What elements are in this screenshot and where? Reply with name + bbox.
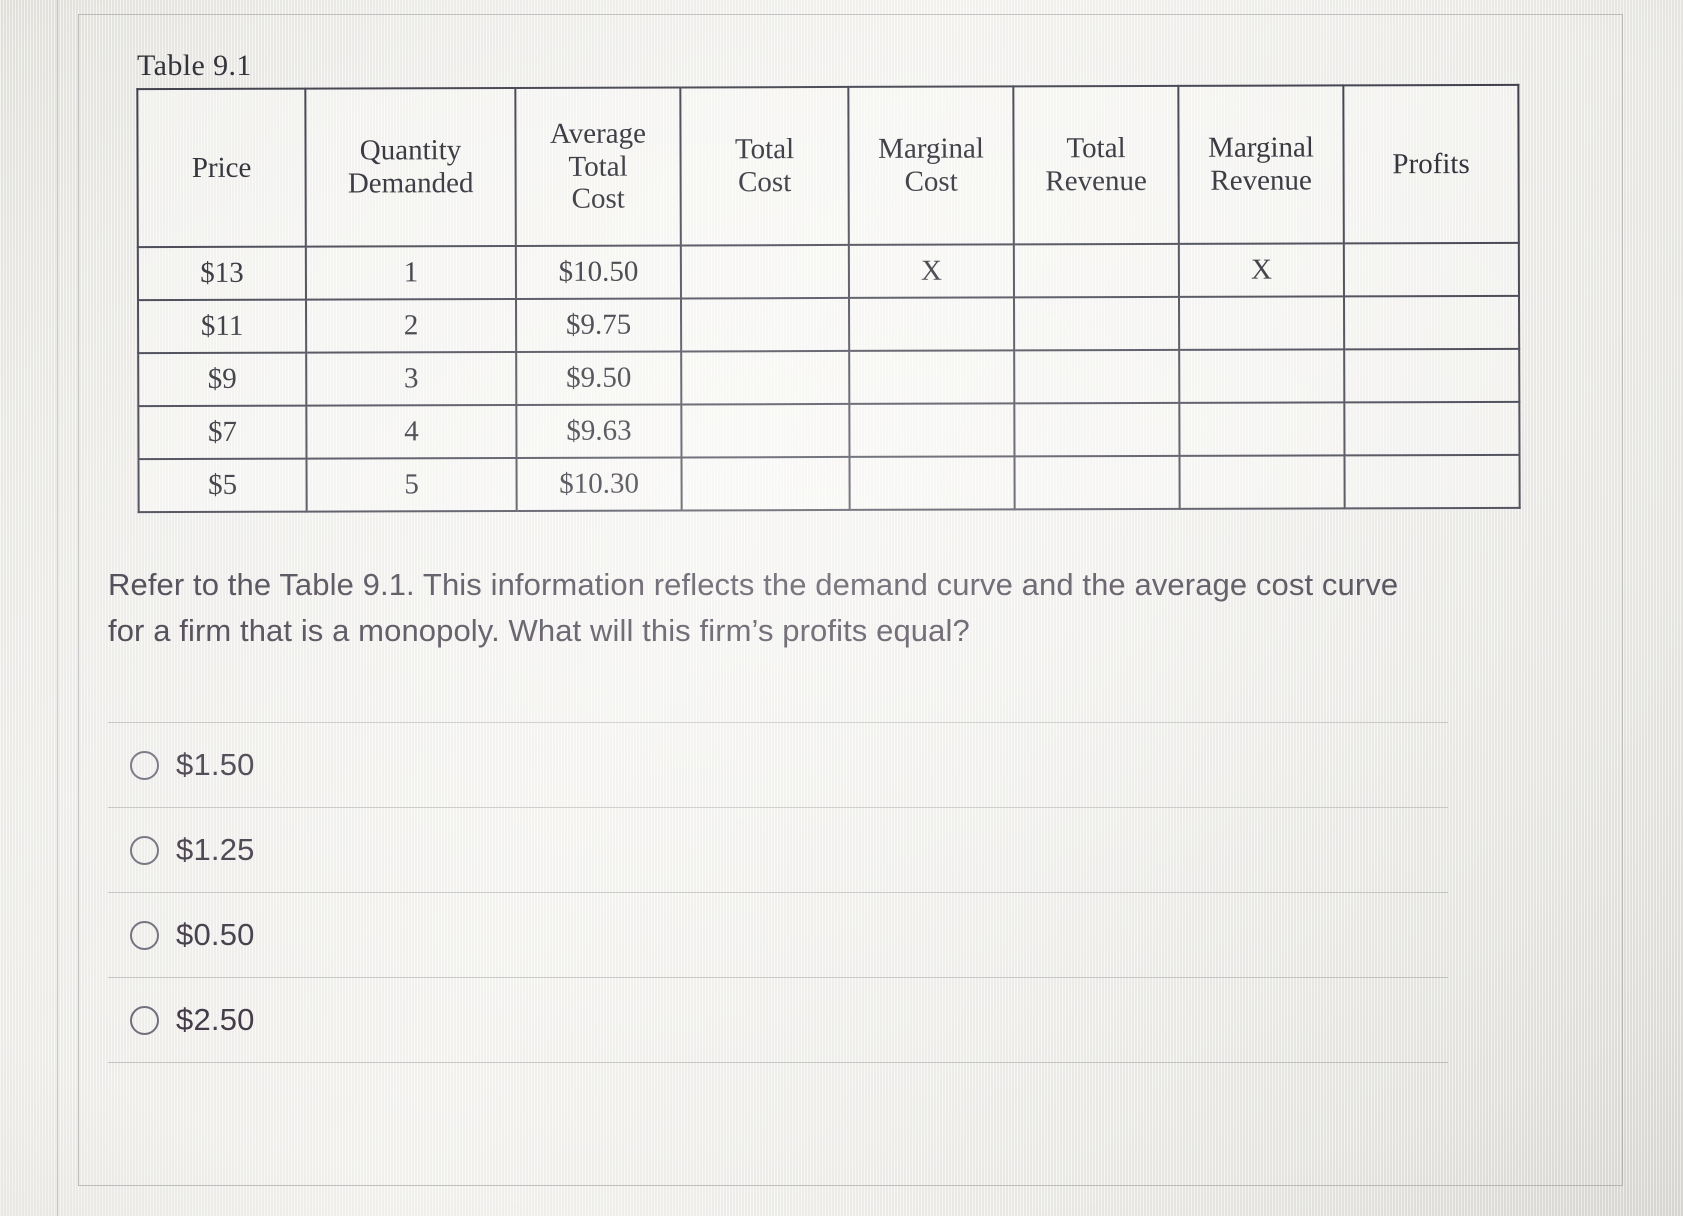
column-header-profits: Profits bbox=[1343, 84, 1519, 244]
header-line: Average bbox=[549, 117, 647, 150]
cell-average-total-cost: $10.50 bbox=[515, 245, 681, 299]
cell-profits bbox=[1344, 454, 1520, 509]
cell-average-total-cost: $9.63 bbox=[516, 404, 682, 458]
cell-total-revenue bbox=[1014, 349, 1180, 404]
header-line: Cost bbox=[904, 165, 958, 198]
header-line: Marginal bbox=[878, 132, 984, 166]
table-row: $13 1 $10.50 X X bbox=[137, 242, 1519, 301]
table-body: $13 1 $10.50 X X $11 2 $9.75 $9 bbox=[137, 242, 1520, 513]
cell-quantity: 5 bbox=[306, 457, 517, 512]
header-line: Profits bbox=[1392, 147, 1470, 180]
column-header-quantity-demanded: Quantity Demanded bbox=[305, 87, 516, 247]
answer-option-2[interactable]: $1.25 bbox=[108, 807, 1448, 892]
header-line: Marginal bbox=[1208, 131, 1314, 165]
answer-option-4[interactable]: $2.50 bbox=[108, 977, 1448, 1063]
cell-total-cost bbox=[681, 403, 850, 458]
cell-quantity: 1 bbox=[305, 245, 516, 300]
cell-profits bbox=[1343, 295, 1520, 350]
cell-total-cost bbox=[680, 244, 849, 299]
answer-option-1[interactable]: $1.50 bbox=[108, 722, 1448, 807]
cell-marginal-cost bbox=[849, 456, 1015, 510]
header-line: Quantity bbox=[359, 134, 462, 167]
cell-marginal-revenue bbox=[1178, 296, 1345, 350]
economics-data-table: Price Quantity Demanded Average Total Co… bbox=[136, 84, 1520, 513]
header-line: Cost bbox=[571, 183, 625, 216]
cell-marginal-cost bbox=[849, 403, 1015, 457]
table-row: $5 5 $10.30 bbox=[138, 454, 1520, 513]
cell-profits bbox=[1344, 348, 1520, 403]
cell-marginal-cost bbox=[849, 350, 1015, 404]
answer-option-label: $2.50 bbox=[176, 1002, 255, 1037]
cell-marginal-revenue: X bbox=[1178, 243, 1344, 297]
table-header-row: Price Quantity Demanded Average Total Co… bbox=[137, 84, 1519, 248]
answer-option-3[interactable]: $0.50 bbox=[108, 892, 1448, 977]
cell-total-revenue bbox=[1014, 455, 1180, 510]
header-line: Revenue bbox=[1210, 164, 1312, 197]
cell-price: $7 bbox=[138, 405, 307, 460]
answer-options-list: $1.50 $1.25 $0.50 $2.50 bbox=[108, 722, 1448, 1063]
table-row: $7 4 $9.63 bbox=[138, 401, 1520, 460]
cell-price: $5 bbox=[138, 458, 307, 513]
question-text: Refer to the Table 9.1. This information… bbox=[108, 567, 1399, 648]
cell-marginal-cost bbox=[848, 297, 1015, 351]
cell-total-cost bbox=[681, 456, 850, 511]
header-line: Demanded bbox=[347, 167, 474, 200]
header-line: Cost bbox=[737, 166, 792, 199]
answer-option-label: $1.25 bbox=[176, 832, 255, 867]
table-row: $9 3 $9.50 bbox=[138, 348, 1520, 407]
radio-button-icon[interactable] bbox=[130, 750, 159, 780]
column-header-marginal-cost: Marginal Cost bbox=[848, 86, 1014, 245]
table-row: $11 2 $9.75 bbox=[138, 295, 1520, 354]
cell-total-revenue bbox=[1013, 243, 1179, 298]
column-header-price: Price bbox=[137, 88, 306, 248]
cell-quantity: 4 bbox=[306, 404, 517, 459]
column-header-total-revenue: Total Revenue bbox=[1013, 85, 1179, 245]
cell-profits bbox=[1343, 242, 1519, 297]
cell-price: $9 bbox=[138, 352, 307, 407]
column-header-total-cost: Total Cost bbox=[680, 86, 849, 246]
table-caption: Table 9.1 bbox=[137, 49, 252, 82]
question-panel bbox=[78, 14, 1623, 1186]
column-header-average-total-cost: Average Total Cost bbox=[515, 87, 681, 246]
cell-average-total-cost: $10.30 bbox=[516, 457, 682, 511]
radio-button-icon[interactable] bbox=[130, 920, 159, 950]
cell-total-revenue bbox=[1014, 402, 1180, 457]
answer-option-label: $0.50 bbox=[176, 917, 255, 952]
header-line: Total bbox=[568, 150, 628, 183]
cell-marginal-revenue bbox=[1179, 455, 1345, 509]
page-gutter-line bbox=[57, 0, 58, 1216]
cell-total-revenue bbox=[1013, 296, 1180, 351]
column-header-marginal-revenue: Marginal Revenue bbox=[1178, 85, 1344, 244]
cell-marginal-cost: X bbox=[848, 244, 1014, 298]
cell-profits bbox=[1344, 401, 1520, 456]
cell-average-total-cost: $9.50 bbox=[516, 351, 682, 405]
header-line: Total bbox=[734, 133, 795, 166]
header-line: Total bbox=[1066, 132, 1126, 165]
header-line: Revenue bbox=[1045, 164, 1147, 198]
cell-total-cost bbox=[681, 350, 850, 405]
answer-option-label: $1.50 bbox=[176, 747, 255, 782]
cell-average-total-cost: $9.75 bbox=[516, 298, 682, 352]
cell-marginal-revenue bbox=[1179, 402, 1345, 456]
cell-price: $13 bbox=[137, 246, 307, 301]
cell-marginal-revenue bbox=[1179, 349, 1345, 403]
cell-quantity: 2 bbox=[306, 298, 517, 353]
cell-total-cost bbox=[680, 297, 850, 352]
cell-price: $11 bbox=[138, 299, 307, 354]
header-line: Price bbox=[191, 151, 252, 184]
radio-button-icon[interactable] bbox=[130, 1005, 159, 1035]
table-header: Price Quantity Demanded Average Total Co… bbox=[137, 84, 1519, 248]
radio-button-icon[interactable] bbox=[130, 835, 159, 865]
cell-quantity: 3 bbox=[306, 351, 517, 406]
